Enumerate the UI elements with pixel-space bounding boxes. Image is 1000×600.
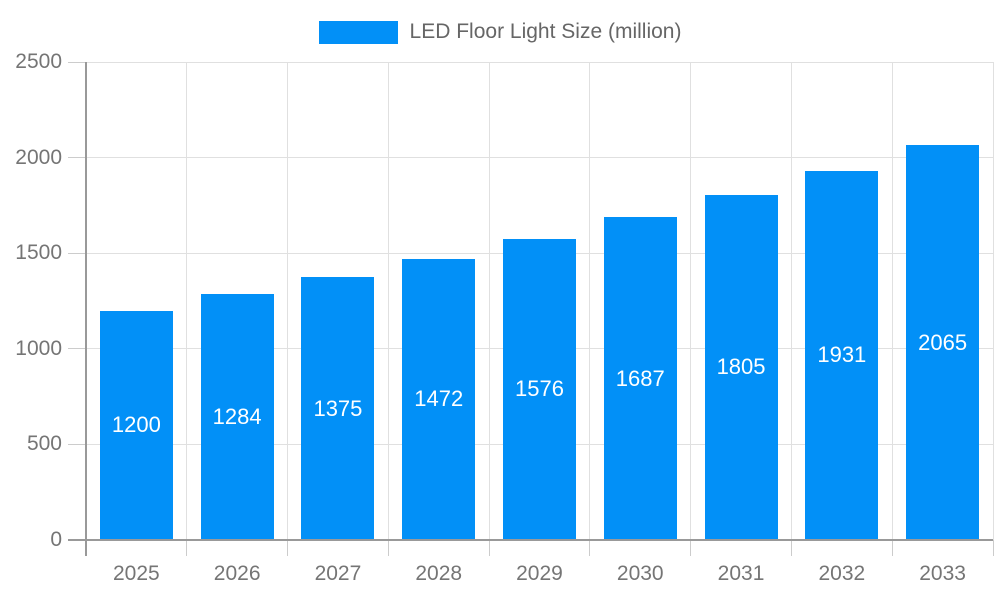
x-tick-label: 2028 [415,562,463,585]
y-tick-label: 1000 [15,336,62,360]
y-tick-label: 0 [50,528,62,551]
x-tick-mark [287,540,289,556]
bar-value-label: 1284 [212,404,262,430]
y-tick-label: 500 [26,432,62,456]
y-tick-label: 2500 [15,50,62,73]
x-tick-mark [387,540,389,556]
y-tick-mark [68,443,86,445]
bar: 1472 [402,258,476,540]
x-tick-mark [992,540,994,556]
x-tick-mark [891,540,893,556]
bar-value-label: 1375 [313,395,363,421]
x-tick-mark [186,540,188,556]
bar: 1375 [301,277,375,540]
y-tick-mark [68,61,86,63]
bar: 1805 [704,194,778,540]
x-tick-mark [589,540,591,556]
legend-label: LED Floor Light Size (million) [409,20,682,43]
bar: 1284 [200,294,274,540]
x-tick-label: 2030 [616,562,664,585]
x-tick-label: 2025 [113,562,160,585]
x-gridline [488,62,490,540]
legend-swatch [318,20,398,44]
x-gridline [186,62,188,540]
x-tick-label: 2032 [818,562,866,585]
x-gridline [589,62,591,540]
y-tick-label: 2000 [15,145,62,169]
bar: 1200 [99,310,173,540]
x-tick-mark [790,540,792,556]
x-gridline [891,62,893,540]
bar-value-label: 2065 [918,329,968,355]
x-gridline [287,62,289,540]
bar: 1931 [805,170,879,540]
y-tick-mark [68,157,86,159]
bar: 2065 [906,145,980,540]
bar: 1576 [503,238,576,540]
x-tick-mark [488,540,490,556]
x-gridline [387,62,389,540]
bar-value-label: 1576 [515,376,564,402]
bar-value-label: 1472 [414,386,464,412]
x-tick-label: 2029 [516,562,563,585]
bar-value-label: 1200 [111,412,161,438]
bar-value-label: 1687 [615,365,665,391]
y-axis-line [85,62,87,556]
x-gridline [992,62,994,540]
x-gridline [690,62,692,540]
y-tick-label: 1500 [15,241,62,265]
x-tick-label: 2033 [919,562,966,585]
bar: 1687 [603,217,677,540]
bar-value-label: 1931 [817,342,867,368]
y-tick-mark [68,348,86,350]
x-tick-label: 2026 [213,562,261,585]
x-tick-label: 2027 [314,562,362,585]
y-gridline [86,157,993,159]
x-axis-line [68,539,993,541]
y-gridline [86,61,993,63]
y-tick-mark [68,252,86,254]
x-tick-label: 2031 [717,562,765,585]
legend: LED Floor Light Size (million) [0,20,1000,44]
bar-value-label: 1805 [716,354,766,380]
x-gridline [790,62,792,540]
x-tick-mark [690,540,692,556]
